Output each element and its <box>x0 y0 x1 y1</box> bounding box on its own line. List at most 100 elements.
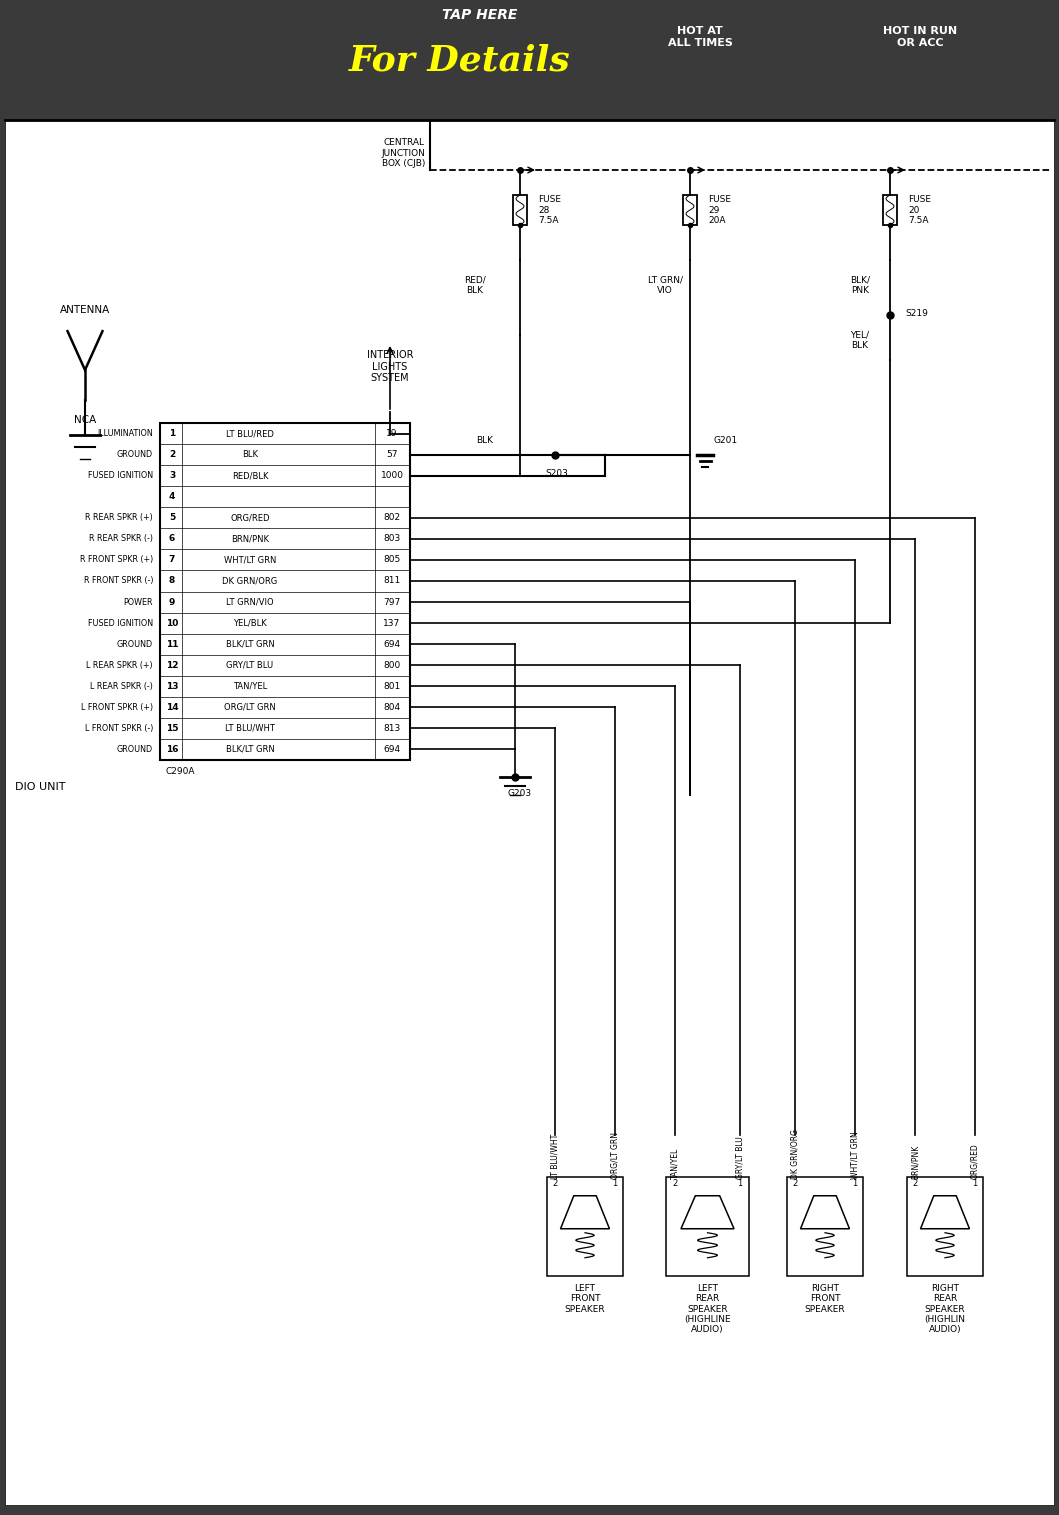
Text: G203: G203 <box>508 789 532 798</box>
Bar <box>787 1177 863 1276</box>
Text: LEFT
REAR
SPEAKER
(HIGHLINE
AUDIO): LEFT REAR SPEAKER (HIGHLINE AUDIO) <box>684 1283 731 1335</box>
Text: 6: 6 <box>168 535 175 544</box>
Text: DK GRN/ORG: DK GRN/ORG <box>222 577 277 585</box>
Text: TAN/YEL: TAN/YEL <box>670 1148 680 1179</box>
Text: For Details: For Details <box>349 42 571 77</box>
Text: 801: 801 <box>383 682 400 691</box>
Text: POWER: POWER <box>124 597 152 606</box>
Text: 7: 7 <box>168 556 175 565</box>
Text: LT BLU/WHT: LT BLU/WHT <box>551 1135 559 1179</box>
Text: RIGHT
FRONT
SPEAKER: RIGHT FRONT SPEAKER <box>805 1283 845 1314</box>
Text: ORG/LT GRN: ORG/LT GRN <box>225 703 276 712</box>
Text: 1000: 1000 <box>380 471 403 480</box>
Text: HOT IN RUN
OR ACC: HOT IN RUN OR ACC <box>883 26 957 48</box>
Text: BLK: BLK <box>243 450 258 459</box>
Text: 2: 2 <box>792 1179 797 1188</box>
Text: 1: 1 <box>737 1179 742 1188</box>
Text: BRN/PNK: BRN/PNK <box>911 1145 919 1179</box>
Text: 805: 805 <box>383 556 400 565</box>
Text: DIO UNIT: DIO UNIT <box>15 782 66 792</box>
Text: G201: G201 <box>713 436 737 444</box>
Text: LEFT
FRONT
SPEAKER: LEFT FRONT SPEAKER <box>564 1283 606 1314</box>
Text: 1: 1 <box>168 429 175 438</box>
Text: DK GRN/ORG: DK GRN/ORG <box>790 1129 800 1179</box>
Text: S203: S203 <box>545 468 569 477</box>
Text: 11: 11 <box>166 639 178 648</box>
Text: WHT/LT GRN: WHT/LT GRN <box>850 1132 860 1179</box>
Text: 2: 2 <box>553 1179 558 1188</box>
Bar <box>907 1177 983 1276</box>
Text: S219: S219 <box>905 309 928 318</box>
Text: 3: 3 <box>168 471 175 480</box>
Text: C290A: C290A <box>165 767 195 776</box>
Text: 2: 2 <box>913 1179 918 1188</box>
Text: GROUND: GROUND <box>116 639 152 648</box>
Text: RIGHT
REAR
SPEAKER
(HIGHLIN
AUDIO): RIGHT REAR SPEAKER (HIGHLIN AUDIO) <box>925 1283 966 1335</box>
Text: LT GRN/VIO: LT GRN/VIO <box>227 597 274 606</box>
Text: 137: 137 <box>383 618 400 627</box>
Text: 15: 15 <box>166 724 178 733</box>
Text: 802: 802 <box>383 514 400 523</box>
Text: FUSE
20
7.5A: FUSE 20 7.5A <box>908 195 931 224</box>
Text: 13: 13 <box>166 682 178 691</box>
Text: BLK/
PNK: BLK/ PNK <box>850 276 870 295</box>
Bar <box>160 423 410 761</box>
Text: 813: 813 <box>383 724 400 733</box>
Bar <box>666 1177 749 1276</box>
Text: 2: 2 <box>672 1179 678 1188</box>
Text: WHT/LT GRN: WHT/LT GRN <box>223 556 276 565</box>
Text: 16: 16 <box>166 745 178 754</box>
Bar <box>5 5 1054 120</box>
Text: 10: 10 <box>166 618 178 627</box>
Text: CENTRAL
JUNCTION
BOX (CJB): CENTRAL JUNCTION BOX (CJB) <box>381 138 425 168</box>
Text: LT BLU/WHT: LT BLU/WHT <box>226 724 275 733</box>
Text: YEL/BLK: YEL/BLK <box>233 618 267 627</box>
Text: L FRONT SPKR (+): L FRONT SPKR (+) <box>80 703 152 712</box>
Text: 804: 804 <box>383 703 400 712</box>
Text: 1: 1 <box>972 1179 977 1188</box>
Text: L FRONT SPKR (-): L FRONT SPKR (-) <box>85 724 152 733</box>
Text: INTERIOR
LIGHTS
SYSTEM: INTERIOR LIGHTS SYSTEM <box>366 350 413 383</box>
Text: R REAR SPKR (+): R REAR SPKR (+) <box>86 514 152 523</box>
Text: 14: 14 <box>165 703 178 712</box>
Text: GROUND: GROUND <box>116 450 152 459</box>
Text: GRY/LT BLU: GRY/LT BLU <box>736 1136 744 1179</box>
Text: GROUND: GROUND <box>116 745 152 754</box>
Text: 800: 800 <box>383 661 400 670</box>
Text: 803: 803 <box>383 535 400 544</box>
Text: BRN/PNK: BRN/PNK <box>231 535 269 544</box>
Text: BLK: BLK <box>477 436 493 444</box>
Text: 797: 797 <box>383 597 400 606</box>
Text: 9: 9 <box>168 597 175 606</box>
Text: FUSE
28
7.5A: FUSE 28 7.5A <box>538 195 561 224</box>
Bar <box>513 195 527 226</box>
Text: 811: 811 <box>383 577 400 585</box>
Text: FUSED IGNITION: FUSED IGNITION <box>88 618 152 627</box>
Text: FUSE
29
20A: FUSE 29 20A <box>708 195 731 224</box>
Text: 8: 8 <box>168 577 175 585</box>
Text: 12: 12 <box>166 661 178 670</box>
Text: FUSED IGNITION: FUSED IGNITION <box>88 471 152 480</box>
Text: BLK/LT GRN: BLK/LT GRN <box>226 639 274 648</box>
Text: R FRONT SPKR (-): R FRONT SPKR (-) <box>84 577 152 585</box>
Text: RED/BLK: RED/BLK <box>232 471 268 480</box>
Text: 5: 5 <box>168 514 175 523</box>
Text: L REAR SPKR (+): L REAR SPKR (+) <box>87 661 152 670</box>
Text: 19: 19 <box>387 429 398 438</box>
Text: ORG/RED: ORG/RED <box>970 1144 980 1179</box>
Text: R REAR SPKR (-): R REAR SPKR (-) <box>89 535 152 544</box>
Text: L REAR SPKR (-): L REAR SPKR (-) <box>90 682 152 691</box>
Text: R FRONT SPKR (+): R FRONT SPKR (+) <box>79 556 152 565</box>
Text: 694: 694 <box>383 639 400 648</box>
Text: YEL/
BLK: YEL/ BLK <box>850 330 869 350</box>
Text: ANTENNA: ANTENNA <box>60 305 110 315</box>
Text: ILLUMINATION: ILLUMINATION <box>97 429 152 438</box>
Bar <box>546 1177 624 1276</box>
Text: 1: 1 <box>852 1179 858 1188</box>
Text: 1: 1 <box>612 1179 617 1188</box>
Bar <box>683 195 697 226</box>
Text: BLK/LT GRN: BLK/LT GRN <box>226 745 274 754</box>
Text: TAN/YEL: TAN/YEL <box>233 682 267 691</box>
Bar <box>883 195 897 226</box>
Text: TAP HERE: TAP HERE <box>443 8 518 23</box>
